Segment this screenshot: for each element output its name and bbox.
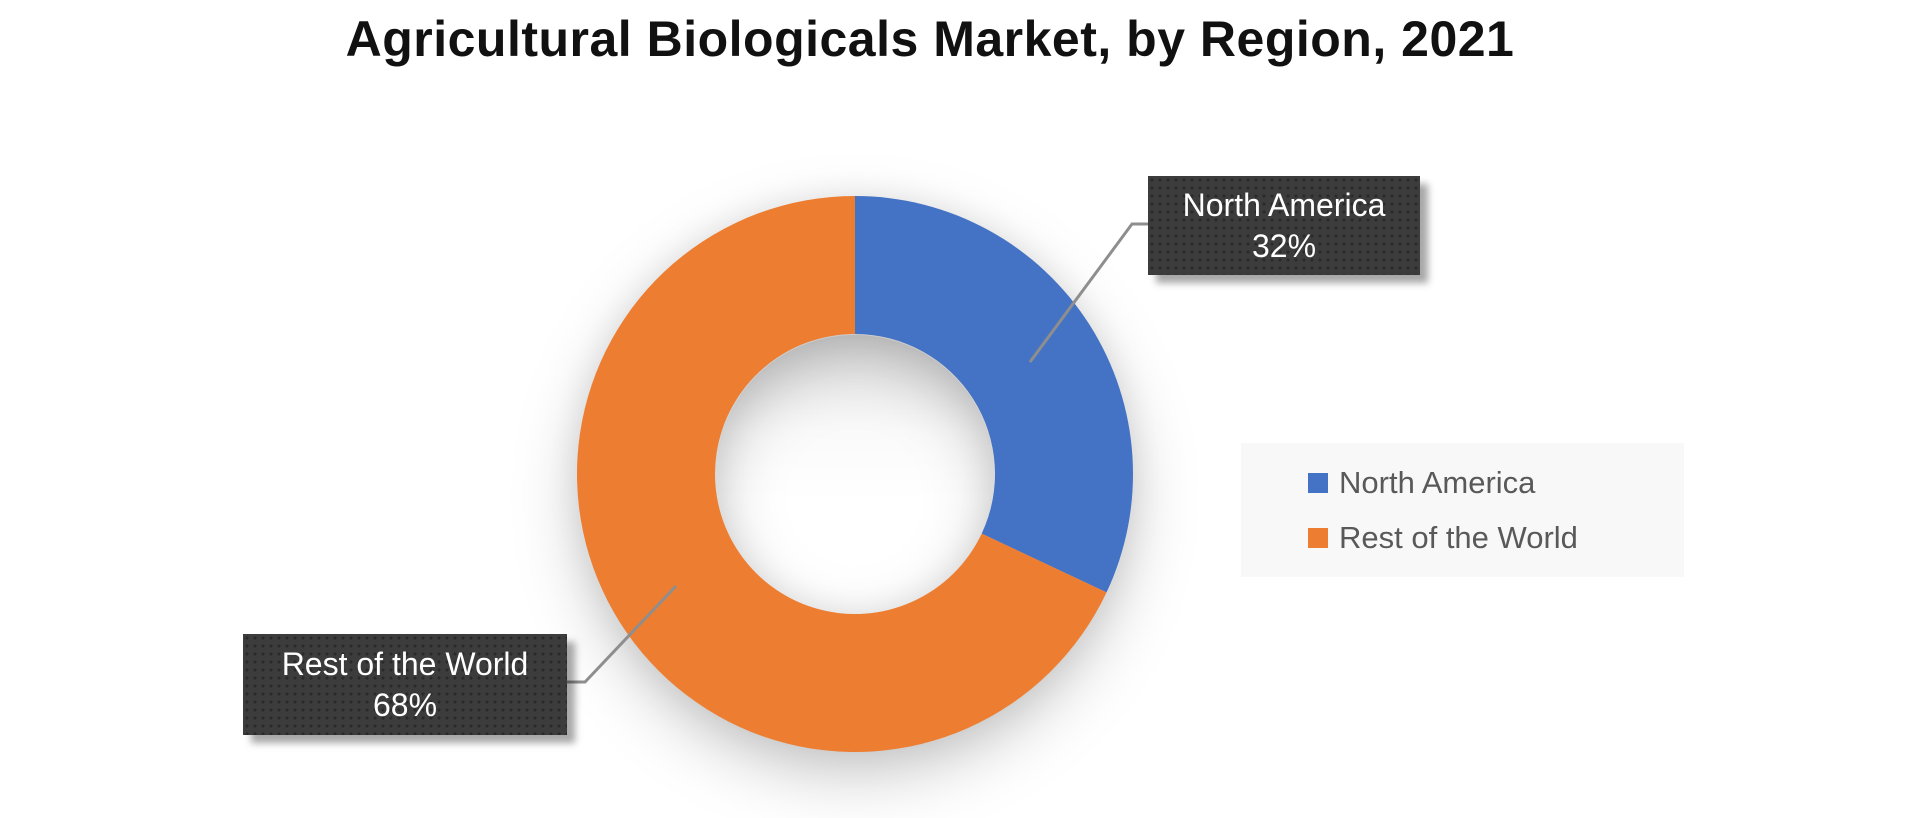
callout-north-america-value: 32% bbox=[1251, 227, 1317, 264]
legend: North America Rest of the World bbox=[1241, 443, 1684, 577]
callout-rest-of-world[interactable]: Rest of the World 68% bbox=[243, 634, 567, 735]
legend-swatch-north-america bbox=[1308, 472, 1328, 493]
donut-hole bbox=[716, 335, 994, 613]
slice-north-america[interactable] bbox=[855, 196, 1133, 593]
legend-label-north-america: North America bbox=[1339, 464, 1536, 500]
slice-rest-of-the-world[interactable] bbox=[577, 196, 1107, 752]
donut-slices bbox=[577, 196, 1133, 752]
callout-north-america[interactable]: North America 32% bbox=[1148, 176, 1420, 275]
legend-item-north-america[interactable]: North America bbox=[1308, 465, 1684, 501]
legend-item-rest-of-world[interactable]: Rest of the World bbox=[1308, 520, 1684, 556]
donut-hole-shading bbox=[716, 335, 994, 613]
legend-label-rest-of-world: Rest of the World bbox=[1339, 519, 1578, 555]
chart-title: Agricultural Biologicals Market, by Regi… bbox=[345, 11, 1515, 67]
legend-swatch-rest-of-world bbox=[1308, 527, 1328, 548]
leader-line-north-america bbox=[1028, 222, 1148, 363]
callout-rest-of-world-label: Rest of the World bbox=[281, 645, 529, 682]
callout-north-america-label: North America bbox=[1182, 186, 1386, 223]
leader-line-rest-of-world bbox=[567, 584, 678, 684]
callout-rest-of-world-value: 68% bbox=[372, 686, 438, 723]
